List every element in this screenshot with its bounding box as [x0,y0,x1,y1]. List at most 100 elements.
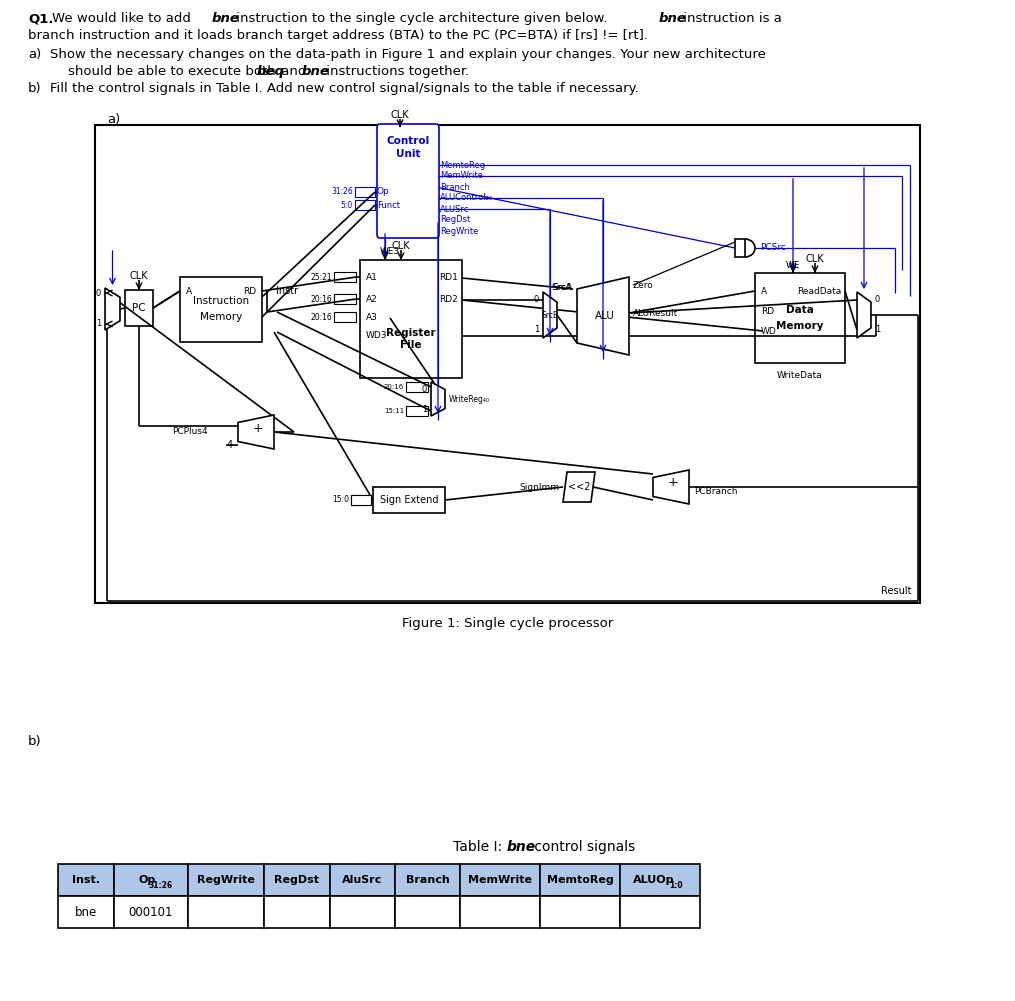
Text: RD2: RD2 [439,295,458,304]
Text: WD3: WD3 [366,331,388,340]
Text: CLK: CLK [391,110,409,120]
Text: WriteReg₄₀: WriteReg₄₀ [449,394,490,403]
Polygon shape [857,292,871,338]
Bar [406,406,428,416]
Bar [620,896,700,928]
Text: and: and [277,65,311,78]
Text: bne: bne [75,906,97,919]
Text: branch instruction and it loads branch target address (BTA) to the PC (PC=BTA) i: branch instruction and it loads branch t… [28,29,648,42]
Bar [406,382,428,392]
Text: Memory: Memory [776,321,824,331]
Text: Fill the control signals in Table I. Add new control signal/signals to the table: Fill the control signals in Table I. Add… [50,82,638,95]
Text: 1: 1 [534,325,539,334]
Bar [114,864,188,896]
Text: ALUSrc: ALUSrc [439,204,469,213]
Text: Table I:: Table I: [454,840,508,854]
Text: A: A [761,286,767,295]
Text: +: + [668,476,678,489]
Polygon shape [577,277,629,355]
Polygon shape [543,292,557,338]
Text: MemWrite: MemWrite [439,171,483,180]
Bar [125,290,153,326]
Text: RegWrite: RegWrite [197,875,255,885]
Text: 31:26: 31:26 [331,187,353,196]
Text: PCSrc: PCSrc [760,243,786,252]
Text: File: File [400,340,422,350]
Text: bne: bne [212,12,240,25]
Text: Show the necessary changes on the data-path in Figure 1 and explain your changes: Show the necessary changes on the data-p… [50,48,766,61]
Text: 000101: 000101 [129,906,174,919]
Text: Branch: Branch [406,875,450,885]
Text: b): b) [28,735,42,748]
Bar [330,864,395,896]
Text: A: A [186,286,192,295]
Bar [58,864,114,896]
Text: Unit: Unit [396,149,420,159]
Text: ReadData: ReadData [797,286,841,295]
Text: We would like to add: We would like to add [52,12,195,25]
Bar [460,896,540,928]
Text: Figure 1: Single cycle processor: Figure 1: Single cycle processor [402,617,613,630]
Bar [58,896,114,928]
Text: 4: 4 [227,440,233,450]
Bar [395,864,460,896]
Text: beq: beq [257,65,285,78]
Bar [540,896,620,928]
Text: WE3: WE3 [380,247,400,256]
Text: ALUControl₂₀: ALUControl₂₀ [439,193,493,202]
Bar [180,277,262,342]
Text: PCPlus4: PCPlus4 [173,427,208,436]
Text: Op: Op [138,875,155,885]
Text: 20:16: 20:16 [311,294,332,303]
Text: ALU: ALU [595,311,615,321]
Text: PC: PC [132,303,146,313]
Text: CLK: CLK [392,241,410,251]
Bar [334,272,356,282]
Bar [755,273,845,363]
Text: 1: 1 [875,325,880,334]
Bar [735,239,745,257]
Text: 20:16: 20:16 [384,384,404,390]
Text: 0: 0 [875,295,880,304]
Text: Funct: Funct [377,200,400,209]
Bar [355,200,375,210]
Text: MemtoReg: MemtoReg [439,160,485,169]
Bar [360,260,462,378]
Text: RegDst: RegDst [439,215,470,224]
Text: RD1: RD1 [439,273,458,282]
Text: AluSrc: AluSrc [342,875,383,885]
Text: <<2: <<2 [567,482,591,492]
Text: PCBranch: PCBranch [694,486,738,495]
Text: Register: Register [386,328,435,338]
Text: RegWrite: RegWrite [439,226,478,235]
Bar [330,896,395,928]
Text: SrcA: SrcA [552,282,573,291]
Bar [373,487,445,513]
Text: bne: bne [508,840,536,854]
Bar [351,495,371,505]
Text: bne: bne [659,12,687,25]
Text: WE: WE [786,260,800,269]
Text: 15:11: 15:11 [384,408,404,414]
Text: 31:26: 31:26 [149,881,174,890]
FancyBboxPatch shape [377,124,439,238]
Text: 0: 0 [534,295,539,304]
Text: b): b) [28,82,42,95]
Polygon shape [105,288,120,330]
Bar [460,864,540,896]
Text: +: + [253,421,263,434]
Text: WD: WD [761,326,776,335]
Text: a): a) [28,48,42,61]
Text: 0: 0 [95,289,102,298]
Text: Memory: Memory [200,312,243,322]
Text: bne: bne [302,65,330,78]
Bar [334,294,356,304]
Text: a): a) [107,113,120,126]
Text: RD: RD [243,286,256,295]
Text: Instr: Instr [276,286,298,296]
Text: 1:0: 1:0 [669,881,683,890]
Text: A2: A2 [366,295,378,304]
Polygon shape [653,470,689,504]
Text: RD: RD [761,306,774,315]
Text: A1: A1 [366,273,378,282]
